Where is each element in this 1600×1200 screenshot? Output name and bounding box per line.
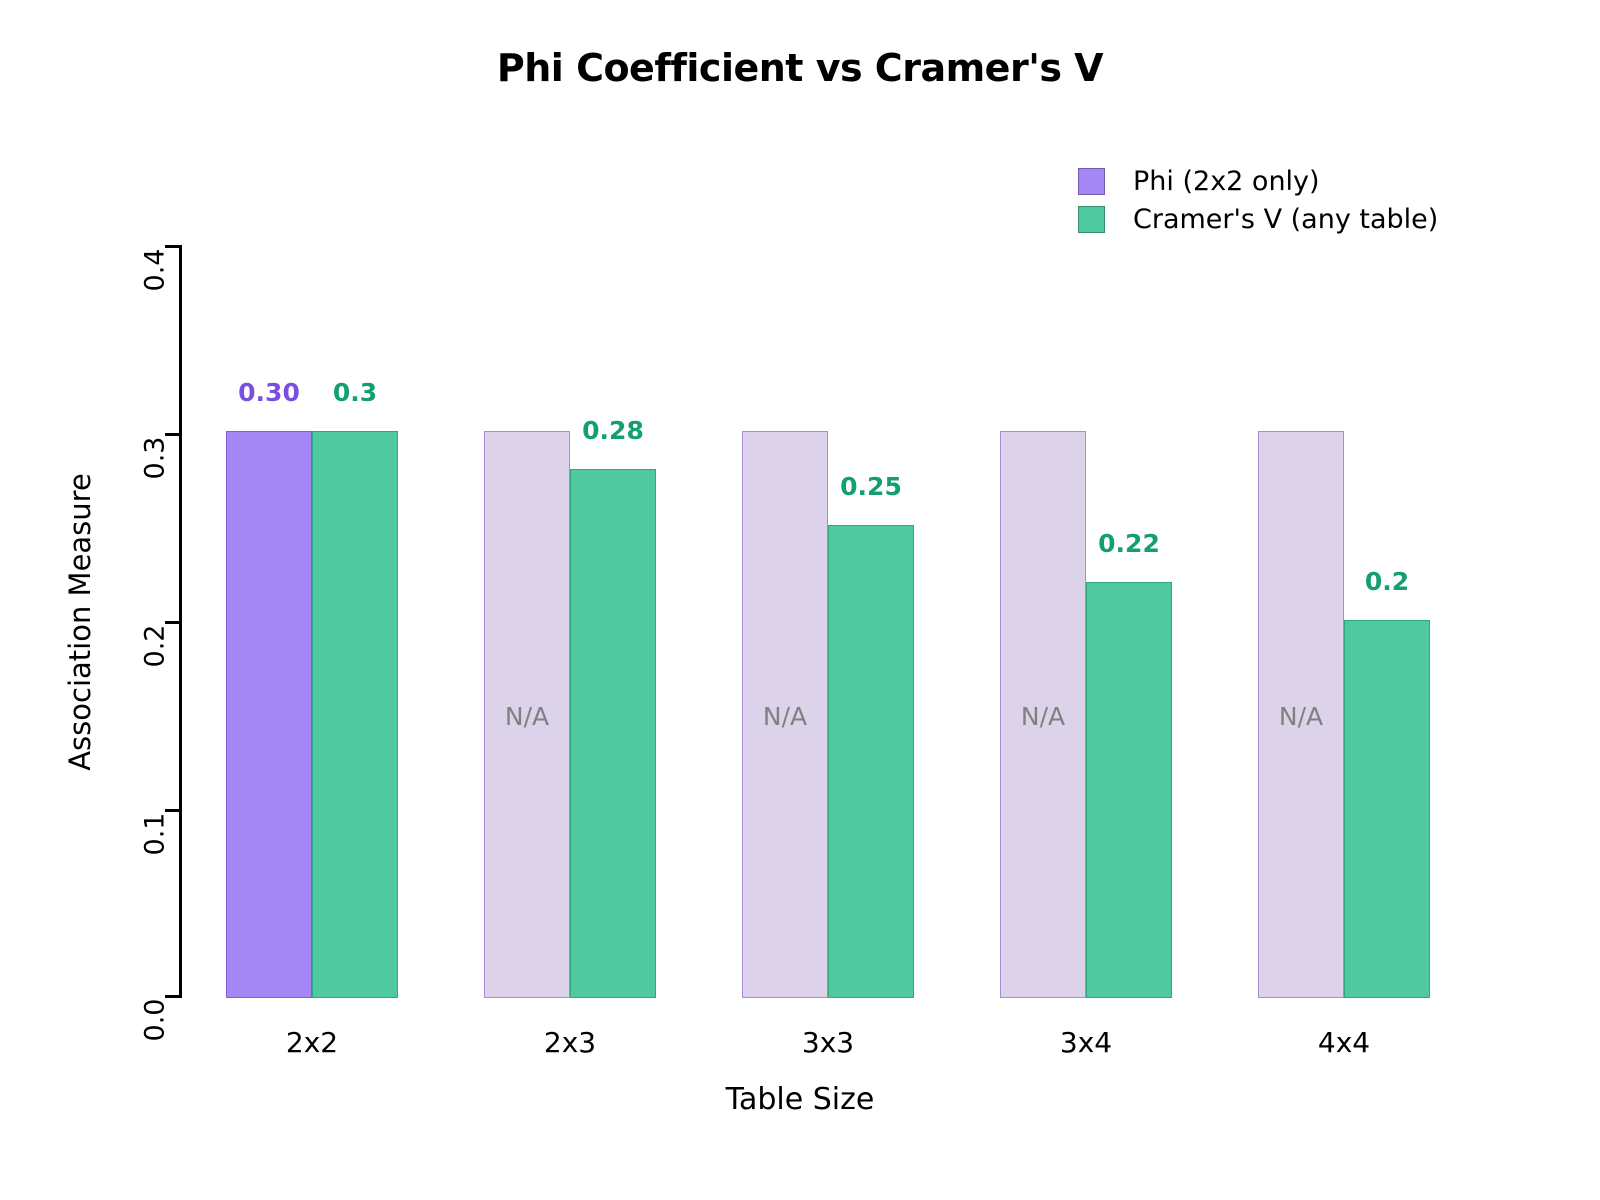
- bar-phi-na-3x3: [742, 431, 828, 998]
- chart-legend: Phi (2x2 only) Cramer's V (any table): [1078, 162, 1438, 238]
- bar-label-cramers-v-2x2: 0.3: [332, 378, 378, 407]
- bar-label-phi-2x2: 0.30: [238, 378, 300, 407]
- y-axis-tick-label-0.2: 0.2: [139, 624, 171, 668]
- bar-label-phi-na-3x4: N/A: [1020, 702, 1066, 731]
- x-axis-tick-label-3x3: 3x3: [801, 1026, 855, 1059]
- bar-phi-na-4x4: [1258, 431, 1344, 998]
- bar-label-phi-na-2x3: N/A: [504, 702, 550, 731]
- x-axis-tick-label-2x3: 2x3: [543, 1026, 597, 1059]
- legend-item-phi: Phi (2x2 only): [1078, 162, 1438, 200]
- bar-phi-2x2: [226, 431, 312, 998]
- x-axis-tick-label-4x4: 4x4: [1317, 1026, 1371, 1059]
- x-axis-tick-label-2x2: 2x2: [285, 1026, 339, 1059]
- y-axis-tick-0.0: [165, 995, 179, 998]
- y-axis-tick-0.1: [165, 809, 179, 812]
- y-axis-tick-0.3: [165, 433, 179, 436]
- x-axis-tick-label-3x4: 3x4: [1059, 1026, 1113, 1059]
- y-axis-tick-label-0.3: 0.3: [139, 436, 171, 480]
- x-axis-title: Table Size: [725, 1082, 875, 1117]
- chart-title: Phi Coefficient vs Cramer's V: [496, 46, 1104, 90]
- bar-cramers-v-2x2: [312, 431, 398, 998]
- y-axis-tick-0.2: [165, 621, 179, 624]
- legend-label-cramers-v: Cramer's V (any table): [1133, 203, 1439, 235]
- y-axis-tick-label-0.0: 0.0: [139, 998, 171, 1042]
- bar-label-phi-na-4x4: N/A: [1278, 702, 1324, 731]
- bar-cramers-v-2x3: [570, 469, 656, 998]
- y-axis-tick-label-0.4: 0.4: [139, 248, 171, 292]
- legend-swatch-cramers-v: [1078, 205, 1105, 233]
- bar-cramers-v-3x4: [1086, 582, 1172, 998]
- bar-label-phi-na-3x3: N/A: [762, 702, 808, 731]
- bar-label-cramers-v-2x3: 0.28: [582, 416, 644, 445]
- bar-label-cramers-v-3x4: 0.22: [1098, 529, 1160, 558]
- bar-cramers-v-3x3: [828, 525, 914, 998]
- legend-item-cramers-v: Cramer's V (any table): [1078, 200, 1438, 238]
- legend-label-phi: Phi (2x2 only): [1133, 165, 1320, 197]
- bar-phi-na-2x3: [484, 431, 570, 998]
- y-axis-tick-0.4: [165, 245, 179, 248]
- y-axis-tick-label-0.1: 0.1: [139, 812, 171, 856]
- bar-phi-na-3x4: [1000, 431, 1086, 998]
- bar-label-cramers-v-3x3: 0.25: [840, 472, 902, 501]
- y-axis-line: [179, 245, 182, 998]
- bar-cramers-v-4x4: [1344, 620, 1430, 998]
- legend-swatch-phi: [1078, 167, 1105, 195]
- bar-label-cramers-v-4x4: 0.2: [1364, 567, 1410, 596]
- y-axis-title: Association Measure: [63, 473, 97, 771]
